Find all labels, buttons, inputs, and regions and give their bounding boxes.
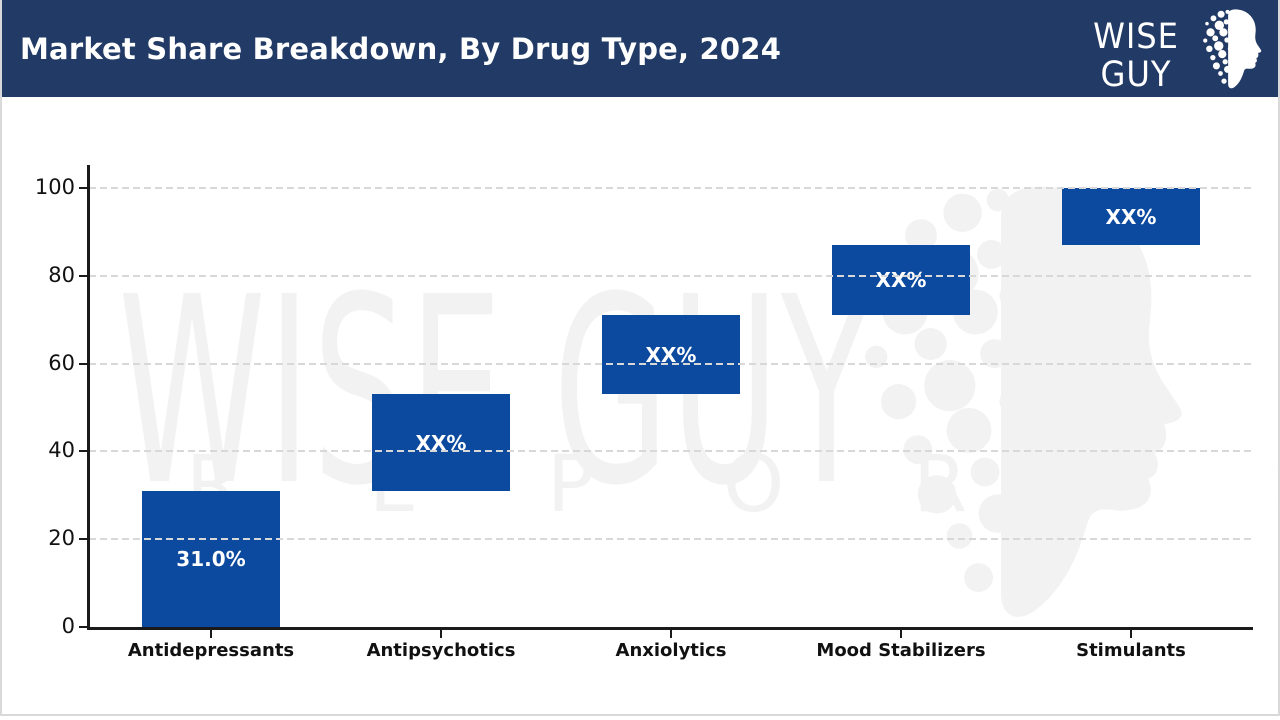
- y-tick-60: [79, 362, 88, 365]
- x-label-mood-stabilizers: Mood Stabilizers: [816, 640, 986, 661]
- logo-wiseguy-label: WISE GUY: [1093, 17, 1179, 95]
- x-tick-4: [900, 630, 902, 638]
- y-tick-label-40: 40: [48, 438, 75, 463]
- bar-mood-stabilizers: XX%: [832, 245, 970, 316]
- bar-value-label: XX%: [875, 268, 927, 293]
- y-tick-100: [79, 187, 88, 189]
- gridline-100: [89, 187, 1253, 189]
- bar-value-label: XX%: [1105, 204, 1157, 229]
- x-tick-5: [1130, 630, 1132, 638]
- gridline-20: [89, 538, 1253, 541]
- header-bar: Market Share Breakdown, By Drug Type, 20…: [0, 0, 1280, 114]
- x-label-antipsychotics: Antipsychotics: [366, 640, 516, 661]
- bar-stimulants: XX%: [1062, 188, 1200, 246]
- y-tick-20: [79, 538, 88, 541]
- x-tick-1: [210, 630, 212, 638]
- x-tick-2: [440, 630, 442, 638]
- gridline-60: [89, 362, 1253, 365]
- logo-face-icon: [1203, 9, 1262, 89]
- bar-anxiolytics: XX%: [602, 315, 740, 395]
- x-label-anxiolytics: Anxiolytics: [615, 640, 727, 661]
- y-tick-0: [79, 626, 88, 628]
- wise-guy-reports-logo: WISE GUY REPORTS: [1022, 4, 1272, 114]
- y-tick-label-0: 0: [61, 614, 75, 638]
- bar-antidepressants: 31.0%: [142, 490, 280, 627]
- x-tick-3: [670, 630, 672, 638]
- y-tick-label-20: 20: [48, 526, 75, 551]
- y-tick-40: [79, 450, 88, 453]
- y-axis-line: [87, 165, 90, 630]
- gridline-40: [89, 450, 1253, 453]
- x-label-antidepressants: Antidepressants: [127, 640, 295, 661]
- y-tick-label-100: 100: [34, 175, 75, 199]
- y-tick-label-80: 80: [48, 262, 75, 287]
- bar-antipsychotics: XX%: [372, 394, 510, 491]
- logo-reports-label: REPORTS: [1071, 96, 1211, 114]
- x-label-stimulants: Stimulants: [1076, 640, 1186, 661]
- x-axis-line: [87, 627, 1253, 630]
- gridline-80: [89, 274, 1253, 277]
- logo-text: WISE GUY REPORTS: [1052, 18, 1220, 114]
- y-tick-label-60: 60: [48, 350, 75, 375]
- bar-value-label: 31.0%: [176, 546, 246, 571]
- chart-title: Market Share Breakdown, By Drug Type, 20…: [20, 31, 782, 66]
- y-tick-80: [79, 274, 88, 277]
